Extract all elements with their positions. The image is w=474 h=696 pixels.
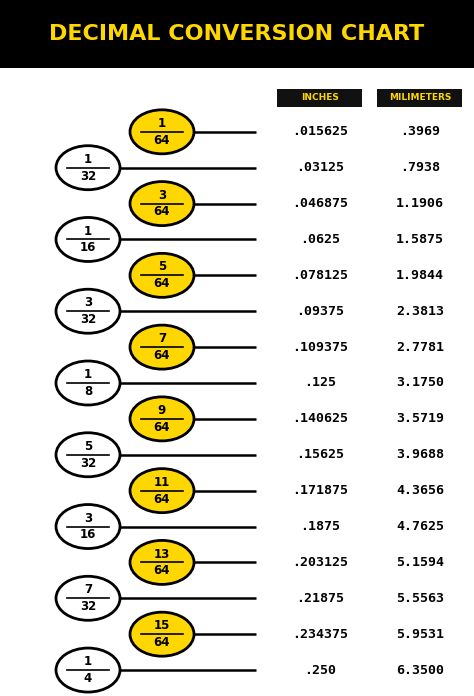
Text: 64: 64 [154, 205, 170, 219]
Text: 64: 64 [154, 421, 170, 434]
Text: .234375: .234375 [292, 628, 348, 641]
Text: 16: 16 [80, 528, 96, 541]
Text: 1.9844: 1.9844 [396, 269, 444, 282]
Text: 1: 1 [84, 655, 92, 668]
Text: .3969: .3969 [400, 125, 440, 139]
Text: 5: 5 [158, 260, 166, 274]
Text: 1: 1 [84, 153, 92, 166]
Text: 3.1750: 3.1750 [396, 377, 444, 390]
Ellipse shape [56, 505, 120, 548]
Text: 1: 1 [84, 368, 92, 381]
Text: .109375: .109375 [292, 340, 348, 354]
Text: .203125: .203125 [292, 556, 348, 569]
Ellipse shape [130, 110, 194, 154]
Text: 8: 8 [84, 385, 92, 398]
Text: .03125: .03125 [296, 161, 344, 174]
Text: 1.1906: 1.1906 [396, 197, 444, 210]
Text: 16: 16 [80, 242, 96, 254]
Text: 11: 11 [154, 476, 170, 489]
Text: 3: 3 [84, 512, 92, 525]
Text: 2.7781: 2.7781 [396, 340, 444, 354]
Ellipse shape [56, 576, 120, 620]
Text: 4: 4 [84, 672, 92, 685]
Text: INCHES: INCHES [301, 93, 339, 102]
Text: .0625: .0625 [300, 233, 340, 246]
Ellipse shape [130, 397, 194, 441]
Ellipse shape [56, 361, 120, 405]
Ellipse shape [130, 612, 194, 656]
Ellipse shape [130, 182, 194, 226]
FancyBboxPatch shape [377, 88, 463, 106]
Text: 7: 7 [84, 583, 92, 596]
Text: 64: 64 [154, 349, 170, 362]
Text: 1.5875: 1.5875 [396, 233, 444, 246]
Text: 4.3656: 4.3656 [396, 484, 444, 497]
Ellipse shape [130, 540, 194, 585]
Text: .171875: .171875 [292, 484, 348, 497]
Text: 9: 9 [158, 404, 166, 417]
Ellipse shape [56, 145, 120, 190]
Text: 5: 5 [84, 440, 92, 453]
Text: .21875: .21875 [296, 592, 344, 605]
Ellipse shape [56, 433, 120, 477]
Text: 32: 32 [80, 170, 96, 182]
Text: 3.5719: 3.5719 [396, 413, 444, 425]
Text: 64: 64 [154, 564, 170, 577]
Text: 3: 3 [158, 189, 166, 202]
Text: 15: 15 [154, 619, 170, 633]
Text: 4.7625: 4.7625 [396, 520, 444, 533]
Text: .1875: .1875 [300, 520, 340, 533]
Text: 13: 13 [154, 548, 170, 560]
Text: 64: 64 [154, 493, 170, 505]
Text: .046875: .046875 [292, 197, 348, 210]
Text: .09375: .09375 [296, 305, 344, 318]
Ellipse shape [56, 217, 120, 262]
Text: 7: 7 [158, 332, 166, 345]
Ellipse shape [130, 253, 194, 297]
Text: 6.3500: 6.3500 [396, 663, 444, 677]
Text: 32: 32 [80, 457, 96, 470]
Text: 3: 3 [84, 296, 92, 310]
FancyBboxPatch shape [0, 0, 474, 68]
Ellipse shape [130, 325, 194, 369]
Ellipse shape [56, 290, 120, 333]
Text: 2.3813: 2.3813 [396, 305, 444, 318]
FancyBboxPatch shape [277, 88, 363, 106]
Text: .078125: .078125 [292, 269, 348, 282]
Text: 1: 1 [158, 117, 166, 130]
Text: 5.5563: 5.5563 [396, 592, 444, 605]
Text: .15625: .15625 [296, 448, 344, 461]
Text: .015625: .015625 [292, 125, 348, 139]
Text: .125: .125 [304, 377, 336, 390]
Text: 5.1594: 5.1594 [396, 556, 444, 569]
Text: 64: 64 [154, 134, 170, 147]
Text: .250: .250 [304, 663, 336, 677]
Text: 32: 32 [80, 600, 96, 613]
Text: MILIMETERS: MILIMETERS [389, 93, 451, 102]
Text: 3.9688: 3.9688 [396, 448, 444, 461]
Text: 64: 64 [154, 636, 170, 649]
Text: DECIMAL CONVERSION CHART: DECIMAL CONVERSION CHART [49, 24, 425, 44]
Ellipse shape [130, 468, 194, 513]
Text: 64: 64 [154, 277, 170, 290]
Text: 32: 32 [80, 313, 96, 326]
Text: .7938: .7938 [400, 161, 440, 174]
Ellipse shape [56, 648, 120, 692]
Text: .140625: .140625 [292, 413, 348, 425]
Text: 1: 1 [84, 225, 92, 237]
Text: 5.9531: 5.9531 [396, 628, 444, 641]
